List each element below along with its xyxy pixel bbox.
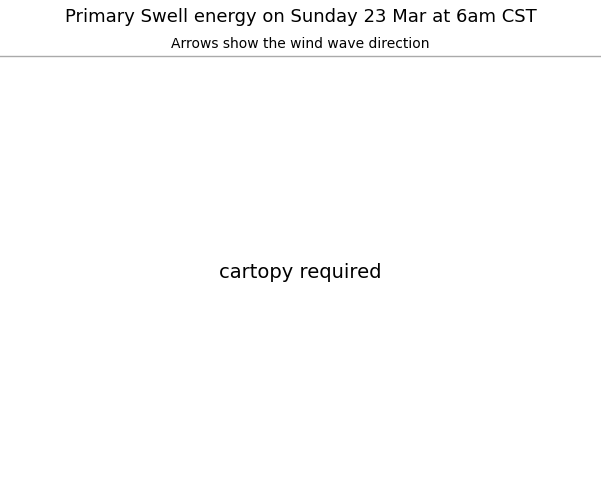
Text: Arrows show the wind wave direction: Arrows show the wind wave direction xyxy=(171,37,430,51)
Text: Primary Swell energy on Sunday 23 Mar at 6am CST: Primary Swell energy on Sunday 23 Mar at… xyxy=(65,8,536,26)
Text: cartopy required: cartopy required xyxy=(219,263,382,282)
